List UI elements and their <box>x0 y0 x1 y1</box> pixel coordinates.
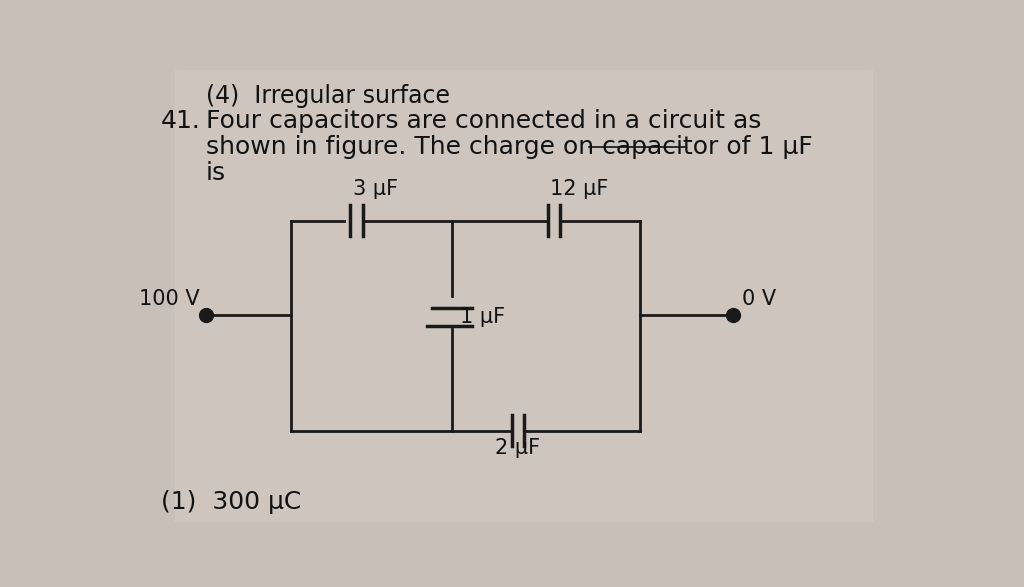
Text: 2 μF: 2 μF <box>496 438 541 458</box>
Bar <box>174 70 872 522</box>
Text: 1 μF: 1 μF <box>460 307 505 327</box>
Text: 12 μF: 12 μF <box>550 179 608 199</box>
Text: is: is <box>206 161 225 185</box>
Text: (1)  300 μC: (1) 300 μC <box>161 490 301 514</box>
Text: Four capacitors are connected in a circuit as: Four capacitors are connected in a circu… <box>206 109 761 133</box>
Text: 3 μF: 3 μF <box>352 179 398 199</box>
Text: 100 V: 100 V <box>138 289 200 309</box>
Text: 0 V: 0 V <box>741 289 776 309</box>
Text: shown in figure. The charge on capacitor of 1 μF: shown in figure. The charge on capacitor… <box>206 135 812 159</box>
Text: 41.: 41. <box>161 109 201 133</box>
Text: (4)  Irregular surface: (4) Irregular surface <box>206 85 450 108</box>
